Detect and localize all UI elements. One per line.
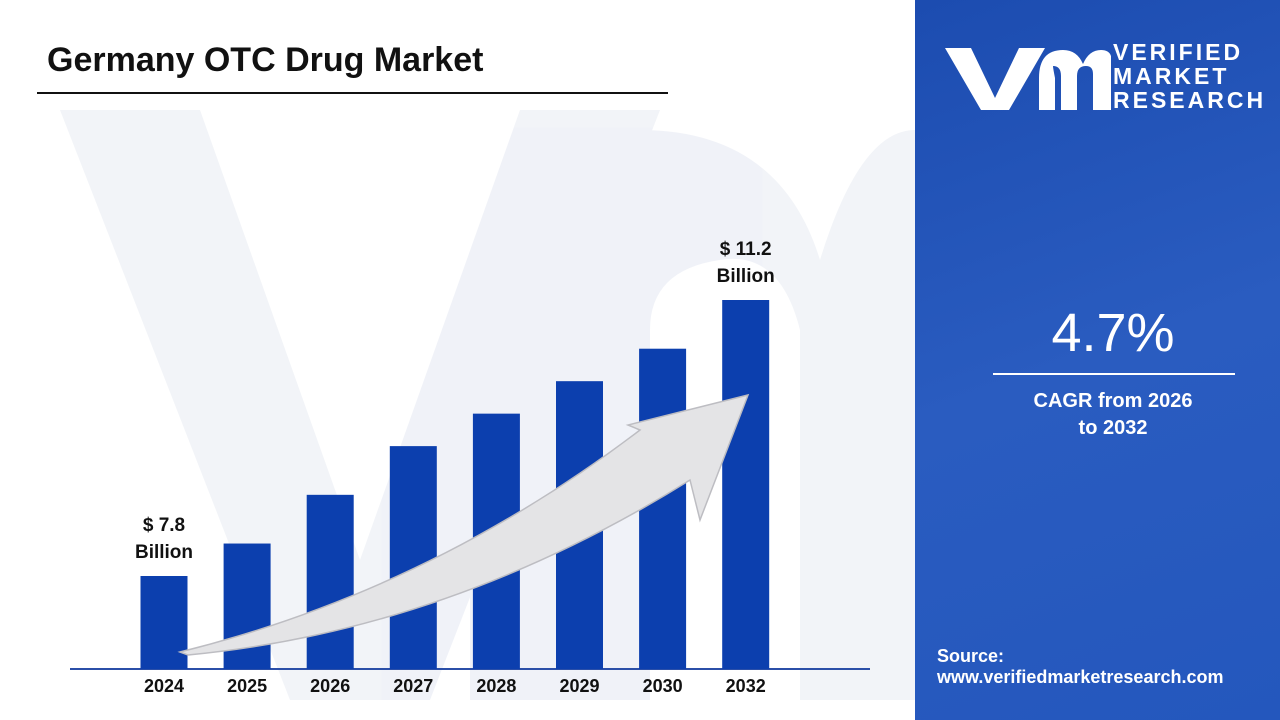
cagr-value: 4.7% xyxy=(1051,303,1175,363)
value-label: $ 11.2 Billion xyxy=(716,239,775,287)
x-tick-label: 2030 xyxy=(643,676,683,696)
x-tick-label: 2025 xyxy=(227,676,267,696)
logo-text: MARKET xyxy=(1113,63,1230,89)
logo-mark xyxy=(945,48,1111,110)
bar xyxy=(389,446,437,669)
x-tick-label: 2024 xyxy=(144,676,184,696)
chart: Germany OTC Drug Market 2024 2025 2026 2027… xyxy=(37,41,915,700)
source-url: www.verifiedmarketresearch.com xyxy=(937,667,1224,687)
growth-arrow xyxy=(177,393,750,656)
bar xyxy=(140,576,188,669)
cagr-label: CAGR from 2026 to 2032 xyxy=(1033,390,1193,439)
source-label: Source: xyxy=(937,646,1005,666)
x-tick-label: 2028 xyxy=(476,676,516,696)
logo-text: VERIFIED xyxy=(1113,39,1244,65)
bar xyxy=(639,348,687,669)
logo-text: RESEARCH xyxy=(1113,87,1267,113)
divider xyxy=(993,373,1235,375)
side-panel: VERIFIED MARKET RESEARCH 4.7% CAGR from … xyxy=(915,0,1280,720)
bar xyxy=(722,300,770,669)
bar xyxy=(306,494,354,669)
x-tick-label: 2027 xyxy=(393,676,433,696)
value-label: $ 7.8 Billion xyxy=(134,515,194,563)
x-tick-label: 2029 xyxy=(559,676,599,696)
chart-title: Germany OTC Drug Market xyxy=(47,41,483,79)
x-tick-label: 2026 xyxy=(310,676,350,696)
x-tick-label: 2032 xyxy=(726,676,766,696)
